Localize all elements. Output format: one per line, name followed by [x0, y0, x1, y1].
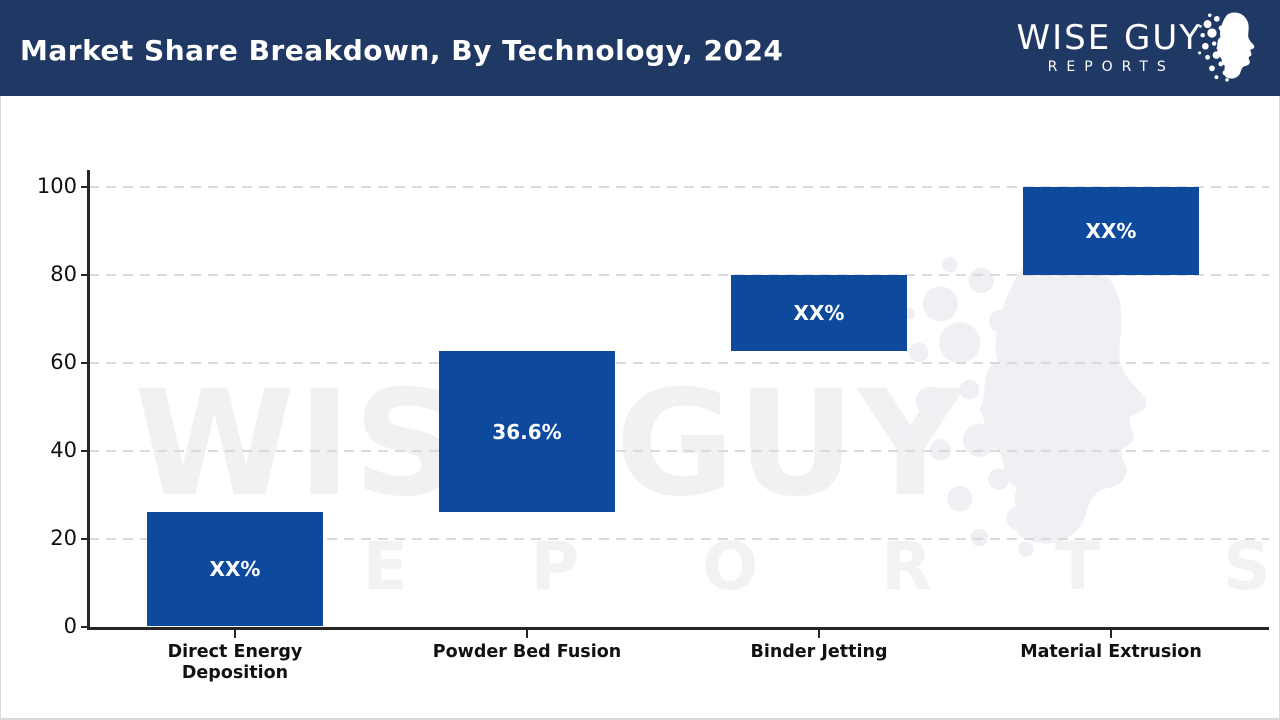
y-tick-label: 60 [50, 349, 77, 374]
bar-value-label: 36.6% [492, 419, 562, 444]
x-tick-label: Binder Jetting [750, 641, 888, 662]
y-tick-60 [81, 361, 89, 364]
y-tick-label: 80 [50, 261, 77, 286]
x-axis-line [87, 626, 1269, 630]
chart-title: Market Share Breakdown, By Technology, 2… [20, 34, 784, 67]
gridline-20 [89, 537, 1269, 540]
x-tick-label: Powder Bed Fusion [432, 641, 622, 662]
y-tick-0 [81, 625, 89, 628]
y-tick-label: 100 [36, 174, 77, 198]
x-tick-3 [1110, 629, 1112, 638]
bar-value-label: XX% [1085, 218, 1137, 243]
x-tick-0 [234, 629, 236, 638]
bar-1: 36.6% [439, 351, 615, 513]
bar-value-label: XX% [209, 557, 261, 582]
brand-logo: WISE GUY REPORTS [1016, 6, 1266, 90]
y-tick-label: 40 [50, 437, 77, 462]
y-tick-100 [81, 186, 89, 188]
brand-name: WISE GUY [1016, 18, 1202, 59]
y-tick-20 [81, 537, 89, 540]
bar-0: XX% [147, 512, 323, 627]
brand-subtitle: REPORTS [1047, 58, 1175, 75]
x-tick-1 [526, 629, 528, 638]
bar-3: XX% [1023, 187, 1199, 275]
y-tick-label: 20 [50, 525, 77, 550]
x-tick-label: Material Extrusion [1020, 641, 1202, 662]
gridline-80 [89, 273, 1269, 276]
wise-guy-head-icon [1198, 12, 1255, 82]
gridline-60 [89, 361, 1269, 364]
brand-logo-text: WISE GUY REPORTS [1016, 18, 1202, 75]
watermark-head-icon [898, 252, 1147, 557]
gridline-40 [89, 449, 1269, 452]
y-tick-40 [81, 449, 89, 452]
x-tick-label: Direct Energy Deposition [167, 641, 303, 684]
chart-area: WISE GUY R E P O R T S 0 20 40 60 80 100 XX% Di… [0, 96, 1280, 720]
bar-value-label: XX% [793, 301, 845, 326]
y-tick-label: 0 [63, 613, 77, 638]
header-bar: Market Share Breakdown, By Technology, 2… [0, 0, 1280, 96]
watermark-subtext: R E P O R T S [189, 528, 1280, 605]
y-tick-80 [81, 273, 89, 276]
gridline-100 [89, 186, 1269, 188]
y-axis-line [87, 170, 90, 630]
x-tick-2 [818, 629, 820, 638]
bar-2: XX% [731, 274, 907, 352]
